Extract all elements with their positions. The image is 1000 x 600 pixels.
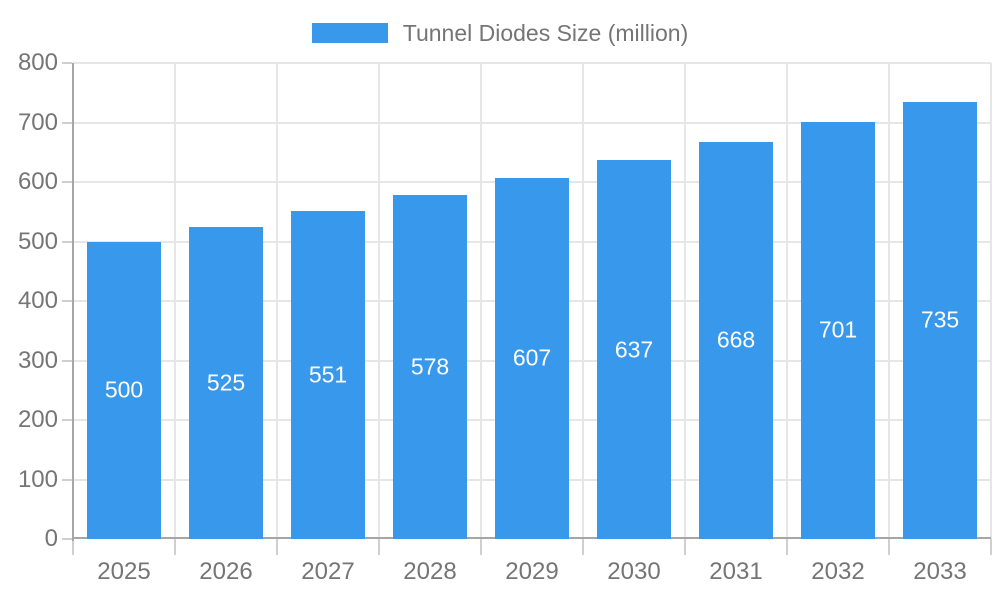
y-axis-tick	[62, 62, 72, 64]
y-axis-tick	[62, 240, 72, 243]
x-axis-tick	[276, 539, 278, 555]
x-gridline	[684, 63, 686, 539]
y-axis-tick-label: 500	[17, 227, 58, 255]
y-axis-tick	[62, 419, 72, 421]
bar-value-label: 701	[818, 316, 858, 343]
x-axis-tick	[378, 539, 380, 555]
y-axis-tick-label: 200	[17, 406, 58, 433]
y-axis-tick-label: 400	[17, 287, 58, 314]
x-axis-tick-label: 2030	[607, 558, 661, 585]
bar-value-label: 551	[308, 361, 348, 388]
y-axis-tick	[62, 478, 72, 481]
x-axis-tick	[480, 539, 482, 555]
bar-2026[interactable]: 525	[189, 226, 263, 539]
plot-area: 0 100 200 300 400 500 600 700 800 500 2025 525 2026 5…	[18, 51, 992, 585]
x-axis-tick-label: 2029	[505, 558, 559, 585]
bar-2025[interactable]: 500	[87, 241, 161, 539]
x-axis-tick-label: 2027	[301, 558, 355, 585]
x-axis-tick	[174, 539, 176, 555]
x-axis-tick	[72, 539, 74, 555]
x-axis-tick-label: 2025	[97, 558, 151, 585]
legend-swatch[interactable]	[311, 23, 388, 43]
x-axis-tick	[786, 539, 788, 555]
x-gridline	[378, 63, 380, 539]
bar-value-label: 668	[716, 326, 756, 353]
y-axis-tick-label: 800	[17, 49, 58, 76]
x-axis-tick	[888, 539, 890, 555]
x-gridline	[786, 63, 788, 539]
x-axis-tick-label: 2026	[199, 558, 253, 585]
x-gridline	[480, 63, 482, 539]
y-gridline	[73, 121, 991, 124]
x-gridline	[888, 63, 890, 539]
y-axis-tick-label: 700	[17, 108, 58, 136]
bar-value-label: 735	[920, 306, 960, 333]
bar-2033[interactable]: 735	[903, 101, 977, 539]
y-axis-tick-label: 100	[17, 465, 58, 493]
x-axis-tick-label: 2033	[913, 558, 967, 585]
y-axis-tick	[62, 300, 72, 302]
bar-value-label: 607	[512, 344, 552, 371]
x-axis-tick	[684, 539, 686, 555]
bar-2032[interactable]: 701	[801, 121, 875, 539]
bar-2029[interactable]: 607	[495, 177, 569, 539]
y-axis-tick	[62, 538, 72, 540]
x-axis-tick	[582, 539, 584, 555]
legend-label[interactable]: Tunnel Diodes Size (million)	[402, 20, 689, 46]
legend[interactable]: Tunnel Diodes Size (million)	[0, 20, 1000, 46]
x-axis-tick	[990, 539, 992, 555]
bar-value-label: 525	[206, 369, 246, 396]
x-gridline	[276, 63, 278, 539]
x-gridline	[174, 63, 176, 539]
y-axis-tick	[62, 181, 72, 183]
bar-2031[interactable]: 668	[699, 141, 773, 539]
y-axis-tick-label: 300	[17, 346, 58, 374]
bar-2030[interactable]: 637	[597, 160, 671, 539]
x-gridline	[582, 63, 584, 539]
y-axis-tick	[62, 121, 72, 124]
y-axis-tick-label: 0	[44, 525, 58, 552]
x-axis-tick-label: 2028	[403, 558, 457, 585]
bar-2028[interactable]: 578	[393, 195, 467, 539]
bar-value-label: 578	[410, 353, 450, 380]
y-axis-tick	[62, 359, 72, 362]
x-gridline	[990, 63, 992, 539]
y-axis-line	[72, 63, 74, 541]
bar-value-label: 637	[614, 336, 654, 362]
x-axis-tick-label: 2032	[811, 558, 865, 585]
x-axis-tick-label: 2031	[709, 558, 763, 585]
y-gridline	[73, 62, 991, 64]
bar-value-label: 500	[104, 376, 144, 403]
bar-2027[interactable]: 551	[291, 211, 365, 539]
y-axis-tick-label: 600	[17, 168, 58, 195]
